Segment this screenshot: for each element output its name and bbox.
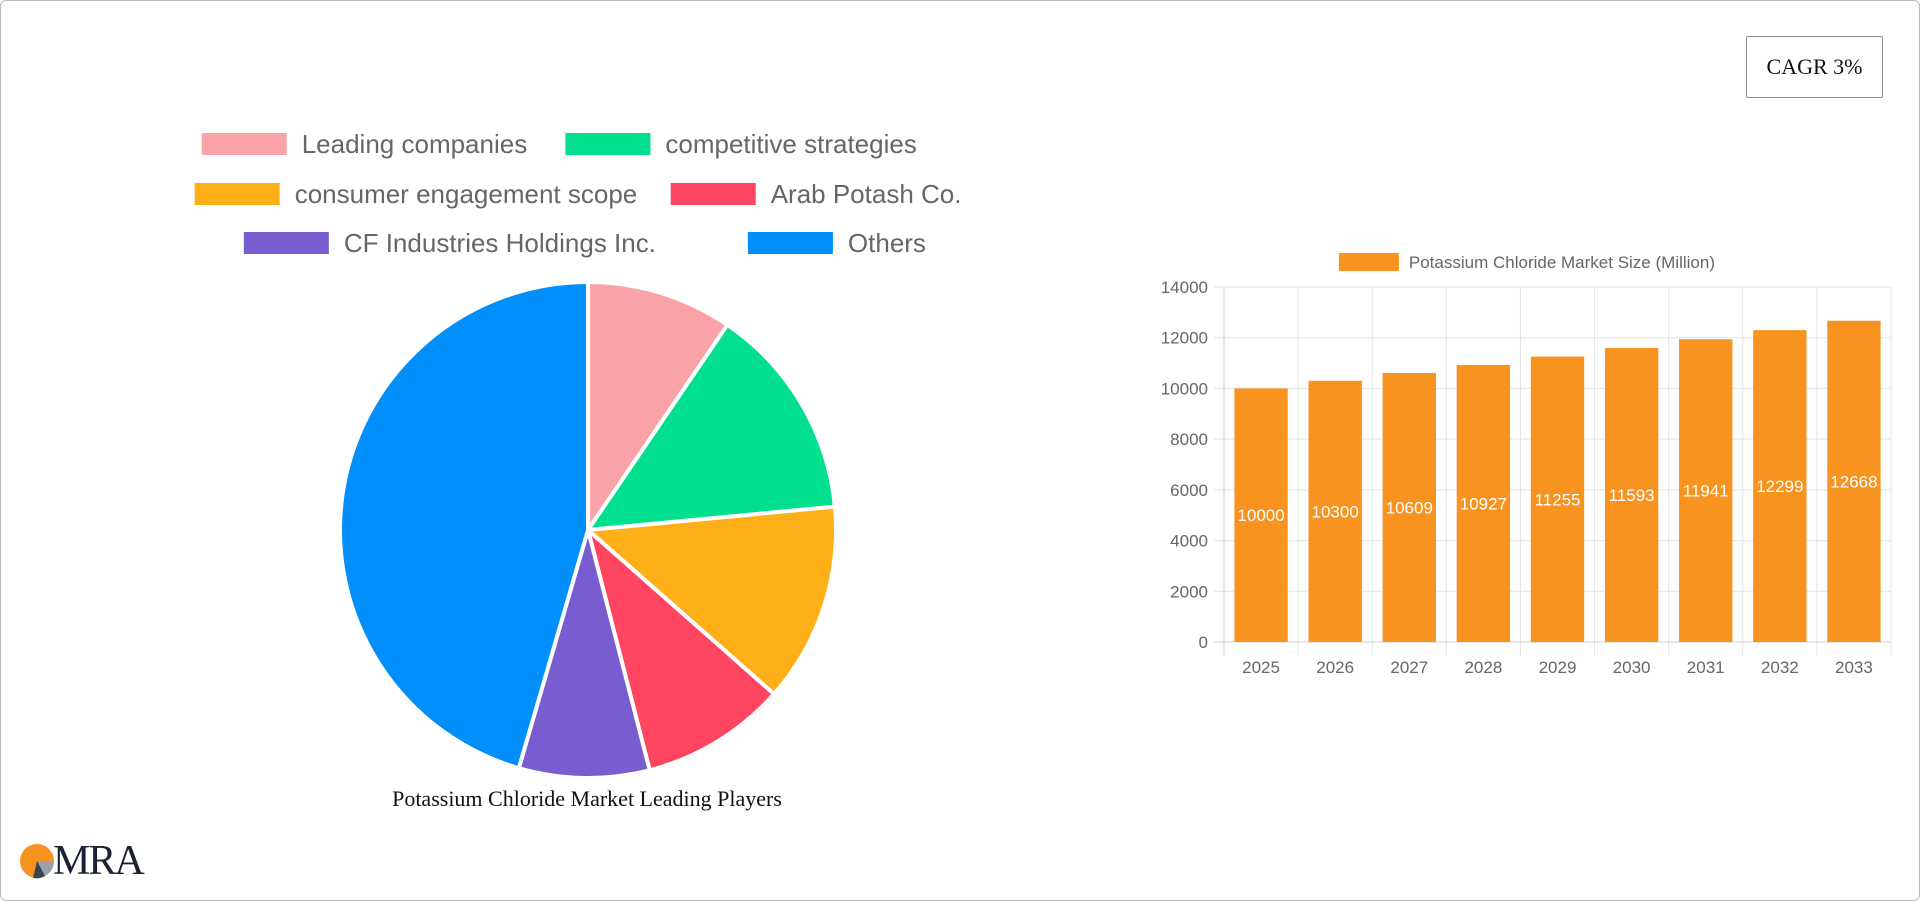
- bar-legend-label: Potassium Chloride Market Size (Million): [1409, 253, 1715, 272]
- pie-legend-label: CF Industries Holdings Inc.: [344, 228, 656, 258]
- cagr-badge: CAGR 3%: [1746, 36, 1883, 98]
- y-tick-label: 12000: [1161, 329, 1208, 348]
- pie-slice: [583, 322, 838, 533]
- bar: [1530, 356, 1585, 642]
- x-tick-label: 2029: [1539, 658, 1577, 677]
- pie-legend-label: Arab Potash Co.: [771, 179, 961, 209]
- pie-slice: [516, 522, 653, 780]
- pie-legend-swatch: [194, 183, 280, 205]
- bar-data-label: 12299: [1756, 477, 1803, 496]
- bar: [1456, 364, 1511, 642]
- bar: [1604, 348, 1659, 642]
- bar: [1753, 330, 1807, 642]
- bar: [1308, 380, 1362, 642]
- pie-legend-swatch: [201, 133, 287, 155]
- pie-slice: [586, 279, 731, 537]
- pie-slice: [583, 504, 838, 697]
- bar-data-label: 11593: [1609, 486, 1655, 505]
- y-tick-label: 8000: [1170, 430, 1208, 449]
- bar-legend-swatch: [1338, 253, 1399, 271]
- pie-legend-label: competitive strategies: [665, 129, 916, 159]
- pie-slice: [338, 279, 590, 771]
- y-tick-label: 4000: [1170, 532, 1208, 551]
- bar-chart: Potassium Chloride Market Size (Million)…: [1161, 253, 1892, 677]
- pie-legend-swatch: [670, 183, 756, 205]
- bar-data-label: 10000: [1237, 506, 1284, 525]
- y-tick-label: 2000: [1170, 582, 1208, 601]
- x-tick-label: 2031: [1687, 658, 1725, 677]
- y-tick-label: 10000: [1161, 379, 1208, 398]
- x-tick-label: 2032: [1761, 658, 1799, 677]
- y-tick-label: 6000: [1170, 481, 1208, 500]
- bar: [1382, 372, 1436, 642]
- pie-chart: Leading companies competitive strategies c…: [194, 129, 961, 780]
- pie-legend-label: Leading companies: [302, 129, 527, 159]
- pie-legend-label: consumer engagement scope: [295, 179, 638, 209]
- x-tick-label: 2028: [1464, 658, 1502, 677]
- pie-legend-swatch: [565, 133, 651, 155]
- bar-data-label: 10927: [1460, 494, 1507, 513]
- bar-data-label: 11255: [1534, 490, 1580, 509]
- bar: [1679, 339, 1733, 642]
- y-tick-label: 14000: [1161, 278, 1208, 297]
- pie-chart-title: Potassium Chloride Market Leading Player…: [392, 786, 782, 811]
- bar-data-label: 11941: [1683, 482, 1729, 501]
- bar-data-label: 12668: [1830, 472, 1877, 491]
- pie-legend-swatch: [747, 232, 833, 254]
- x-tick-label: 2027: [1390, 658, 1428, 677]
- x-tick-label: 2025: [1242, 658, 1280, 677]
- brand-logo: MRA: [19, 838, 145, 884]
- logo-text: MRA: [53, 838, 145, 884]
- bar: [1827, 320, 1881, 642]
- bar: [1234, 388, 1288, 642]
- pie-legend-label: Others: [848, 228, 926, 258]
- bar-data-label: 10609: [1386, 498, 1433, 517]
- y-tick-label: 0: [1199, 633, 1208, 652]
- x-tick-label: 2033: [1835, 658, 1873, 677]
- x-tick-label: 2030: [1613, 658, 1651, 677]
- bar-data-label: 10300: [1312, 502, 1359, 521]
- x-tick-label: 2026: [1316, 658, 1354, 677]
- logo-mark-icon: [20, 844, 54, 879]
- pie-legend-swatch: [243, 232, 329, 254]
